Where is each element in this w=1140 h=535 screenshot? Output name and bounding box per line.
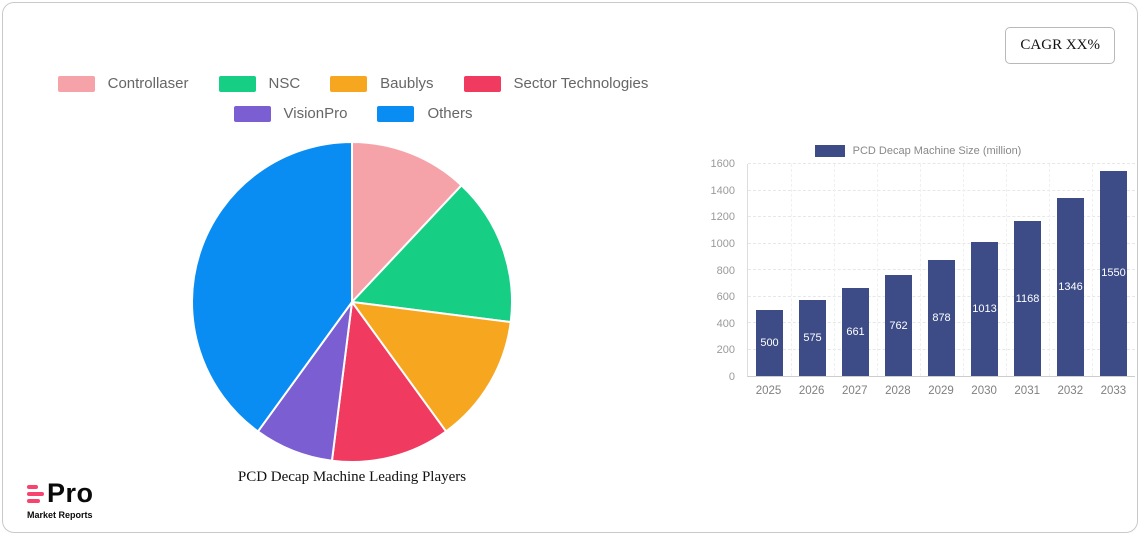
- bar-value-label: 1550: [1101, 267, 1126, 280]
- bar-value-label: 1168: [1015, 292, 1040, 305]
- bar-slot: 762: [877, 164, 920, 376]
- bar-slot: 878: [920, 164, 963, 376]
- bar-slot: 1346: [1049, 164, 1092, 376]
- y-tick-label: 1400: [710, 184, 735, 197]
- y-tick-label: 0: [728, 371, 735, 383]
- bar-value-label: 762: [889, 319, 908, 332]
- bar-2033: 1550: [1100, 170, 1127, 376]
- y-tick-label: 800: [716, 264, 735, 277]
- bar-value-label: 1013: [972, 302, 997, 315]
- legend-label: NSC: [268, 75, 301, 92]
- bar-chart-plot: 500 575 661 762 878 1013 1168 1346 1550: [747, 163, 1135, 377]
- legend-swatch: [218, 75, 256, 92]
- bar-chart-y-axis: 0 200 400 600 800 1000 1200 1400 1600: [701, 158, 743, 383]
- y-tick-label: 1600: [710, 158, 735, 170]
- legend-swatch: [463, 75, 501, 92]
- logo-bars-icon: [27, 484, 44, 503]
- bar-value-label: 878: [932, 311, 951, 324]
- legend-item-sector-technologies: Sector Technologies: [463, 75, 649, 92]
- bar-2025: 500: [756, 309, 783, 376]
- legend-swatch: [377, 105, 415, 122]
- x-tick-label: 2033: [1100, 385, 1127, 397]
- bar-chart-legend: PCD Decap Machine Size (million): [701, 145, 1135, 157]
- legend-label: Baublys: [380, 75, 434, 92]
- x-tick-label: 2031: [1014, 385, 1040, 397]
- bar-2028: 762: [885, 275, 912, 376]
- cagr-badge[interactable]: CAGR XX%: [1005, 27, 1115, 64]
- x-tick-label: 2028: [885, 385, 911, 397]
- logo: Pro Market Reports: [27, 478, 94, 520]
- y-tick-label: 200: [716, 344, 735, 357]
- legend-swatch: [233, 105, 271, 122]
- pie-slice-sector-technologies: [330, 301, 448, 464]
- bar-slot: 1550: [1092, 164, 1135, 376]
- bar-slot: 661: [834, 164, 877, 376]
- bar-value-label: 661: [846, 326, 865, 339]
- x-tick-label: 2027: [841, 385, 868, 397]
- legend-item-controllaser: Controllaser: [57, 75, 189, 92]
- bar-value-label: 575: [803, 331, 822, 344]
- bar-chart-body: 0 200 400 600 800 1000 1200 1400 1600 500 575 661 7…: [711, 158, 1135, 383]
- bar-2032: 1346: [1057, 197, 1084, 376]
- logo-text: Pro: [47, 478, 94, 508]
- bar-slot: 575: [791, 164, 834, 376]
- bar-chart: PCD Decap Machine Size (million) 0 200 400…: [701, 145, 1135, 397]
- bar-legend-swatch: [814, 145, 845, 157]
- legend-item-nsc: NSC: [218, 75, 301, 92]
- bar-2030: 1013: [971, 241, 998, 376]
- bar-slot: 1013: [963, 164, 1006, 376]
- bar-2031: 1168: [1014, 221, 1041, 376]
- bar-2027: 661: [842, 288, 869, 376]
- x-tick-label: 2029: [928, 385, 954, 397]
- bar-slot: 1168: [1006, 164, 1049, 376]
- x-tick-label: 2025: [755, 385, 782, 397]
- pie-chart-title: PCD Decap Machine Leading Players: [237, 469, 467, 485]
- pie-slice-controllaser: [351, 141, 463, 303]
- bar-slot: 500: [748, 164, 791, 376]
- legend-label: Controllaser: [107, 75, 189, 92]
- legend-swatch: [330, 75, 368, 92]
- y-tick-label: 600: [716, 291, 735, 304]
- pie-svg: [191, 141, 514, 464]
- legend-label: Others: [427, 105, 473, 122]
- bar-legend-label: PCD Decap Machine Size (million): [852, 145, 1022, 157]
- logo-subtitle: Market Reports: [27, 510, 93, 520]
- legend-item-visionpro: VisionPro: [233, 105, 348, 122]
- y-tick-label: 400: [716, 317, 735, 330]
- pie-legend: Controllaser NSC Baublys Sector Technologie…: [23, 75, 683, 135]
- y-tick-label: 1000: [710, 237, 735, 250]
- pie-slice-nsc: [351, 184, 514, 324]
- bar-value-label: 500: [760, 336, 779, 349]
- pie-slice-others: [191, 141, 353, 433]
- x-tick-label: 2032: [1057, 385, 1084, 397]
- bar-chart-bars: 500 575 661 762 878 1013 1168 1346 1550: [748, 164, 1135, 376]
- legend-label: VisionPro: [283, 105, 348, 122]
- bar-2026: 575: [799, 299, 826, 376]
- bar-value-label: 1346: [1058, 280, 1083, 293]
- bar-2029: 878: [928, 259, 955, 376]
- x-tick-label: 2030: [971, 385, 997, 397]
- pie-slice-baublys: [351, 301, 512, 433]
- y-tick-label: 1200: [710, 211, 735, 224]
- x-tick-label: 2026: [798, 385, 825, 397]
- legend-item-baublys: Baublys: [330, 75, 434, 92]
- legend-label: Sector Technologies: [513, 75, 649, 92]
- legend-swatch: [57, 75, 95, 92]
- bar-chart-x-axis: 2025 2026 2027 2028 2029 2030 2031 2032 2033: [747, 385, 1135, 397]
- legend-item-others: Others: [377, 105, 472, 122]
